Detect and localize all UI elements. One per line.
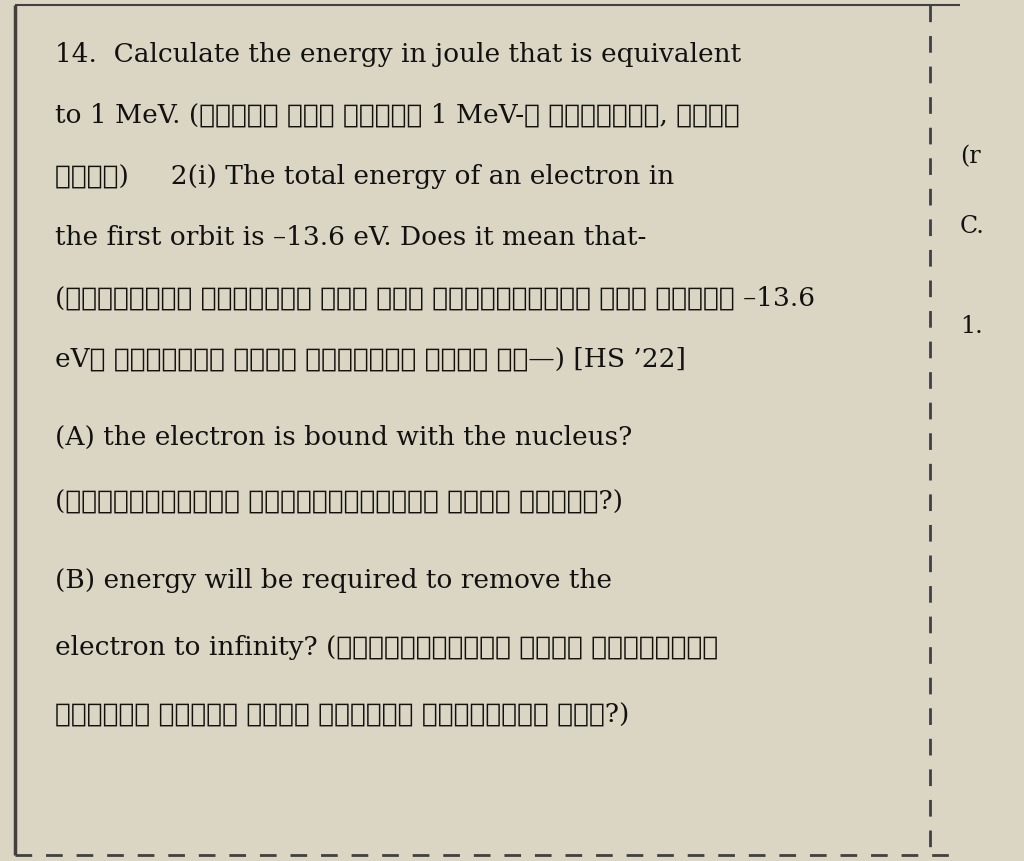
Text: কৰা৷)     2(i) The total energy of an electron in: কৰা৷) 2(i) The total energy of an electr… <box>55 164 674 189</box>
Text: (ইলেক্ট্ৰনটো নিউক্লিযাছৰে সেতে আৰদ্ধ?): (ইলেক্ট্ৰনটো নিউক্লিযাছৰে সেতে আৰদ্ধ?) <box>55 490 623 515</box>
Text: (প্ৰথমেটো কক্ষপথত থকা এটা ইলেক্ট্ৰনৰ মুঠ শক্তি –13.6: (প্ৰথমেটো কক্ষপথত থকা এটা ইলেক্ট্ৰনৰ মুঠ… <box>55 286 815 311</box>
Text: eV৷ কথাষাৰে এইটো বুজাইছে নেকি যে—) [HS ’22]: eV৷ কথাষাৰে এইটো বুজাইছে নেকি যে—) [HS ’… <box>55 347 686 372</box>
Text: C.: C. <box>961 215 985 238</box>
Text: (B) energy will be required to remove the: (B) energy will be required to remove th… <box>55 568 612 593</box>
Text: the first orbit is –13.6 eV. Does it mean that-: the first orbit is –13.6 eV. Does it mea… <box>55 225 646 250</box>
Text: 1.: 1. <box>961 315 983 338</box>
Text: to 1 MeV. (তিমান জুল শক্তি 1 MeV-ৰ সমতুল্য, গণনা: to 1 MeV. (তিমান জুল শক্তি 1 MeV-ৰ সমতুল… <box>55 103 739 128</box>
Text: (r: (r <box>961 145 981 168</box>
Text: electron to infinity? (ইলেক্ট্ৰনটো অসীম দূৰত্বলে: electron to infinity? (ইলেক্ট্ৰনটো অসীম … <box>55 635 718 660</box>
Text: (A) the electron is bound with the nucleus?: (A) the electron is bound with the nucle… <box>55 425 632 450</box>
Text: 14.  Calculate the energy in joule that is equivalent: 14. Calculate the energy in joule that i… <box>55 42 741 67</box>
Text: আঁতৰাই নিবলে হ়লে শক্তিৰ প্ৰয়োজন হ়ব?): আঁতৰাই নিবলে হ়লে শক্তিৰ প্ৰয়োজন হ়ব?) <box>55 703 630 728</box>
